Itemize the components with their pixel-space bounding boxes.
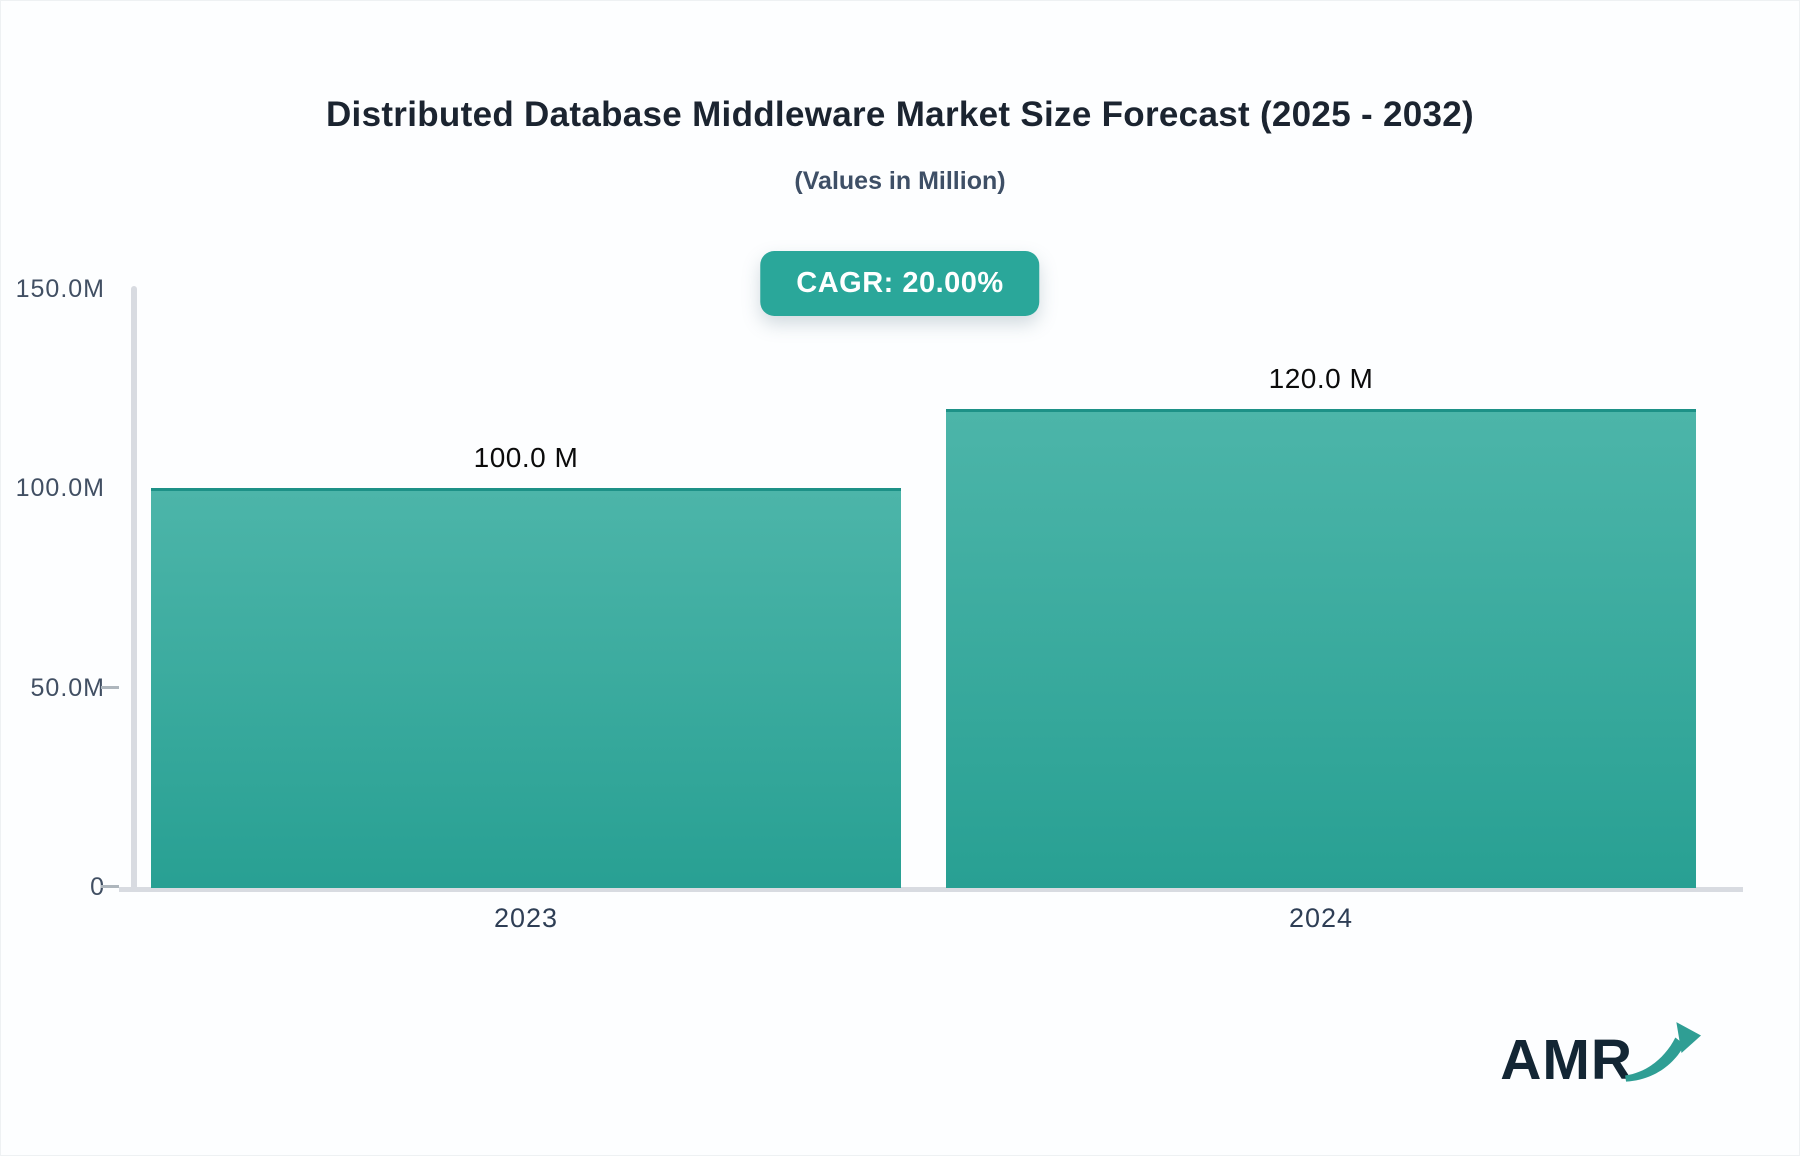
- x-axis-category-label: 2024: [1288, 903, 1354, 933]
- bar-value-label: 100.0 M: [473, 442, 579, 474]
- x-axis-line: [119, 887, 1743, 892]
- x-axis-category-label: 2023: [493, 903, 559, 933]
- amr-logo-text: AMR: [1500, 1028, 1633, 1092]
- amr-logo: AMR: [1500, 1022, 1701, 1093]
- y-axis-tick-label: 100.0M: [15, 474, 105, 503]
- growth-arrow-icon: [1625, 1022, 1701, 1082]
- cagr-badge: CAGR: 20.00%: [760, 251, 1040, 316]
- chart-subtitle: (Values in Million): [794, 167, 1006, 195]
- y-axis-tick-label: 0: [90, 873, 105, 901]
- bar-2024: [946, 408, 1696, 888]
- y-axis-tick-mark: [101, 685, 119, 689]
- bar-2023: [151, 488, 901, 888]
- y-axis-tick-label: 50.0M: [30, 673, 105, 702]
- bar-value-label: 120.0 M: [1268, 362, 1374, 394]
- y-axis-line: [131, 286, 137, 892]
- chart-title: Distributed Database Middleware Market S…: [325, 95, 1474, 134]
- y-axis-tick-label: 150.0M: [15, 275, 105, 303]
- y-axis-tick-mark: [101, 885, 119, 888]
